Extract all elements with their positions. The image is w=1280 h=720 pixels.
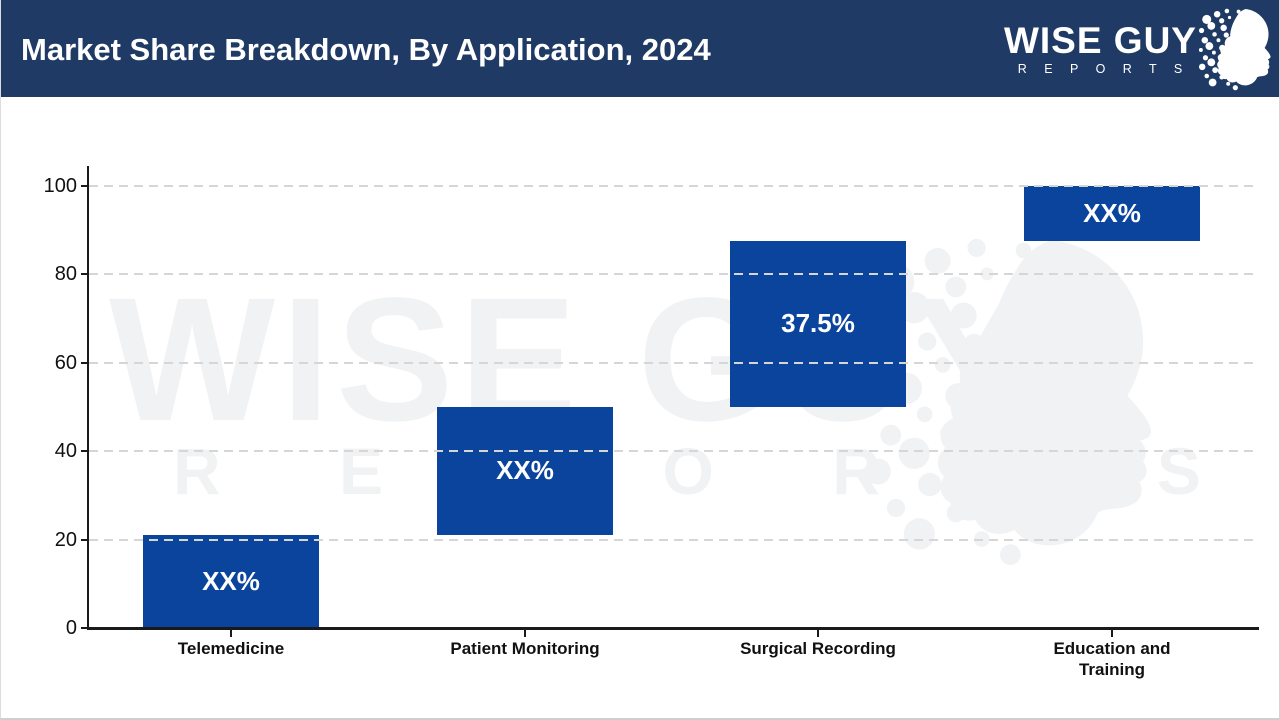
y-axis-line [87,166,89,629]
bar-value-label: XX% [496,455,554,486]
bar-education-and-training: XX% [1024,185,1200,241]
y-tick-20 [81,538,88,541]
x-category-label-surgical-recording: Surgical Recording [740,639,896,658]
x-tick-telemedicine [230,630,232,637]
y-tick-0 [81,627,88,629]
x-category-label-telemedicine: Telemedicine [177,639,285,658]
y-tick-60 [81,361,88,364]
y-tick-label-80: 80 [54,263,77,285]
gridline-100 [89,184,1258,187]
y-tick-label-20: 20 [54,528,77,551]
y-tick-label-60: 60 [54,351,77,374]
bar-patient-monitoring: XX% [437,406,613,536]
x-axis-line [87,627,1259,630]
y-tick-80 [81,273,88,275]
logo-reports-label: R E P O R T S [1017,61,1190,76]
y-tick-label-40: 40 [54,440,77,462]
x-category-label-education-and-training: Education and Training [1053,639,1171,679]
logo-text: WISE GUY R E P O R T S [1003,20,1197,76]
wise-guy-reports-logo: WISE GUY R E P O R T S [1004,4,1275,94]
y-tick-label-0: 0 [65,617,77,639]
bar-value-label: XX% [1083,197,1141,228]
header-bar: Market Share Breakdown, By Application, … [1,0,1279,97]
logo-face-icon [1198,8,1271,91]
gridline-60 [89,361,1258,364]
bar-value-label: XX% [202,566,260,597]
page-title: Market Share Breakdown, By Application, … [21,32,711,67]
gridline-80 [89,273,1258,275]
x-tick-surgical-recording [817,630,819,637]
gridline-40 [89,450,1258,452]
bar-value-label: 37.5% [781,308,855,339]
bar-surgical-recording: 37.5% [730,240,906,407]
y-tick-40 [81,450,88,452]
x-tick-patient-monitoring [524,630,526,637]
bar-telemedicine: XX% [143,535,319,628]
y-tick-100 [81,184,88,187]
x-tick-education-and-training [1111,630,1113,637]
logo-wiseguy-label: WISE GUY [1003,20,1197,62]
gridline-20 [89,538,1258,541]
x-category-label-patient-monitoring: Patient Monitoring [450,639,600,658]
y-tick-label-100: 100 [43,174,77,197]
